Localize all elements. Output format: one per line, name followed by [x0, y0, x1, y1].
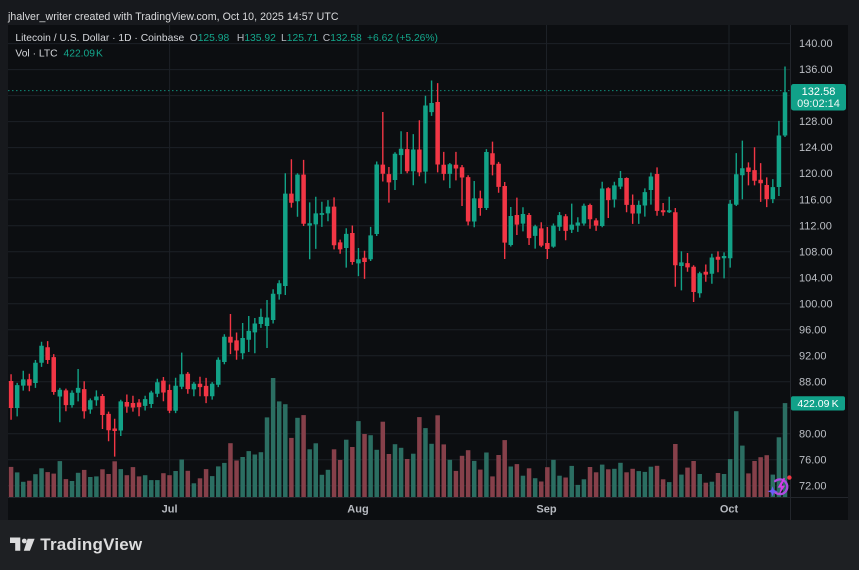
- svg-text:422.09 K: 422.09 K: [797, 398, 838, 410]
- svg-text:TradingView: TradingView: [40, 535, 143, 554]
- svg-text:Sep: Sep: [536, 504, 556, 516]
- svg-text:80.00: 80.00: [799, 428, 827, 440]
- svg-text:120.00: 120.00: [799, 168, 833, 180]
- svg-text:108.00: 108.00: [799, 246, 833, 258]
- svg-text:96.00: 96.00: [799, 324, 827, 336]
- svg-text:136.00: 136.00: [799, 64, 833, 76]
- svg-text:124.00: 124.00: [799, 142, 833, 154]
- svg-text:132.58: 132.58: [802, 86, 836, 98]
- svg-text:100.00: 100.00: [799, 298, 833, 310]
- svg-text:Litecoin / U.S. Dollar · 1D ·: Litecoin / U.S. Dollar · 1D · Coinbase O1…: [15, 33, 438, 44]
- svg-text:88.00: 88.00: [799, 376, 827, 388]
- svg-text:76.00: 76.00: [799, 454, 827, 466]
- svg-text:128.00: 128.00: [799, 116, 833, 128]
- svg-text:116.00: 116.00: [799, 194, 832, 206]
- svg-text:112.00: 112.00: [799, 220, 832, 232]
- svg-text:09:02:14: 09:02:14: [797, 98, 840, 110]
- svg-text:92.00: 92.00: [799, 350, 827, 362]
- svg-text:Aug: Aug: [347, 504, 368, 516]
- svg-text:jhalver_writer created with Tr: jhalver_writer created with TradingView.…: [7, 11, 339, 23]
- svg-text:72.00: 72.00: [799, 480, 827, 492]
- svg-text:104.00: 104.00: [799, 272, 833, 284]
- svg-text:Oct: Oct: [720, 504, 739, 516]
- svg-text:Jul: Jul: [162, 504, 178, 516]
- svg-text:140.00: 140.00: [799, 38, 833, 50]
